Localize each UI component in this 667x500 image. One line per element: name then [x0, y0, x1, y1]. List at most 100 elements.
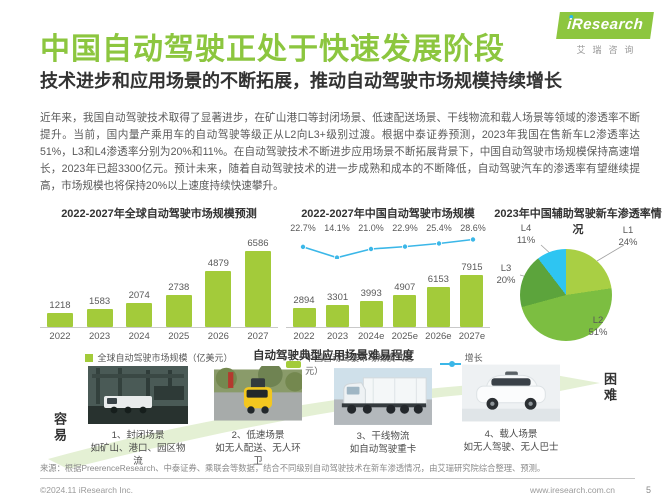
scenario-desc: 如矿山、港口、园区物流 [90, 443, 186, 467]
bar-column: 1218 [42, 300, 78, 327]
scenario-trunk-logistics: 3、干线物流 如自动驾驶重卡 [334, 368, 432, 456]
bar [359, 301, 383, 327]
global-chart-title: 2022-2027年全球自动驾驶市场规模预测 [61, 208, 257, 220]
legend-item-bar: 中国自动驾驶市场规模（亿元） [286, 351, 424, 377]
x-axis-label: 2024e [357, 331, 385, 342]
scenario-passenger: 4、载人场景 如无人驾驶、无人巴士 [462, 363, 560, 454]
bar-column: 1583 [82, 296, 118, 327]
scenario-low-speed: 2、低速场景 如无人配送、无人环卫 [214, 366, 302, 468]
bar-column: 3993 [355, 288, 387, 327]
scenario-title: 2、低速场景 [231, 430, 285, 441]
growth-rate-label: 21.0% [358, 223, 384, 233]
x-axis-label: 2022 [293, 331, 315, 342]
bar-column: 7915 [456, 262, 488, 327]
pie-label-value: 51% [588, 327, 608, 338]
pie-label: L1 24% [608, 225, 648, 249]
legend-item: 全球自动驾驶市场规模（亿美元） [85, 351, 233, 364]
scenario-image-robotaxi [462, 364, 560, 422]
bar [292, 308, 316, 327]
x-axis-label: 2023 [327, 331, 349, 342]
bar [126, 303, 153, 327]
scenario-image-truck [334, 368, 432, 425]
bar [244, 251, 271, 327]
pie-label-value: 24% [618, 237, 638, 248]
scenario-title: 3、干线物流 [356, 431, 410, 442]
bar [326, 305, 350, 327]
page-subtitle: 技术进步和应用场景的不断拓展，推动自动驾驶市场规模持续增长 [40, 71, 562, 91]
website-link[interactable]: www.iresearch.com.cn [529, 485, 615, 495]
pie-label-name: L4 [520, 223, 532, 234]
pie-graphic [520, 249, 612, 341]
global-legend: 全球自动驾驶市场规模（亿美元） [40, 351, 278, 364]
bar [393, 295, 417, 327]
global-categories: 2022 2023 2024 2025 2026 2027 [40, 328, 278, 342]
scenario-section: 容易 困难 1、封闭场景 如矿山、港口、园区物流 [0, 360, 667, 469]
bar-value-label: 2074 [128, 290, 150, 301]
bar-value-label: 7915 [461, 262, 483, 273]
x-axis-label: 2027e [458, 331, 486, 342]
x-axis-label: 2024 [128, 331, 150, 342]
iresearch-logo: iResearch 艾瑞咨询 [555, 12, 655, 56]
bar [426, 287, 450, 327]
logo-banner: iResearch [555, 12, 655, 39]
bar-value-label: 1218 [49, 300, 71, 311]
scenario-title: 1、封闭场景 [111, 430, 165, 441]
legend-label: 全球自动驾驶市场规模（亿美元） [97, 353, 233, 363]
source-note: 来源：根据PreerenceResearch、中泰证券、乘联会等数据，结合不同级… [40, 463, 546, 473]
pie-label: L2 51% [578, 315, 618, 339]
bar-value-label: 3993 [360, 288, 382, 299]
x-axis-label: 2027 [247, 331, 269, 342]
china-market-chart: 2022-2027年中国自动驾驶市场规模 22.7% 14.1% 21.0% 22.9… [286, 205, 490, 377]
legend-line-swatch-icon [439, 361, 461, 367]
bar [165, 295, 192, 327]
pie-label: L4 11% [506, 223, 546, 247]
scenario-image-port [88, 366, 188, 424]
hard-label: 困难 [602, 372, 617, 404]
global-market-chart: 2022-2027年全球自动驾驶市场规模预测 1218 1583 2074 2738 4… [40, 205, 278, 364]
body-paragraph: 近年来，我国自动驾驶技术取得了显著进步，在矿山港口等封闭场景、低速配送场景、干线… [40, 112, 640, 192]
scenario-title: 4、载人场景 [484, 429, 538, 440]
bar [47, 313, 73, 327]
growth-rate-label: 28.6% [460, 223, 486, 233]
easy-label: 容易 [52, 412, 67, 444]
cn-growth-line-wrap [286, 235, 490, 261]
bar-column: 6153 [422, 274, 454, 327]
x-axis-label: 2022 [49, 331, 71, 342]
x-axis-label: 2023 [89, 331, 111, 342]
legend-label: 中国自动驾驶市场规模（亿元） [305, 353, 414, 376]
scenario-image-delivery-robot [214, 366, 302, 421]
growth-rate-label: 22.9% [392, 223, 418, 233]
bar-column: 4879 [200, 258, 236, 327]
growth-line-chart [299, 236, 476, 261]
bar-column: 2738 [161, 282, 197, 327]
scenario-desc: 如无人配送、无人环卫 [215, 443, 301, 467]
growth-rate-label: 25.4% [426, 223, 452, 233]
bar-column: 6586 [240, 238, 276, 327]
bar-value-label: 4907 [394, 282, 416, 293]
scenario-desc: 如自动驾驶重卡 [349, 444, 417, 455]
scenario-desc: 如无人驾驶、无人巴士 [463, 442, 559, 453]
bar [205, 271, 232, 327]
logo-chinese-name: 艾瑞咨询 [576, 45, 641, 55]
cn-growth-labels: 22.7% 14.1% 21.0% 22.9% 25.4% 28.6% [286, 223, 490, 235]
bar-column: 4907 [389, 282, 421, 327]
growth-rate-label: 14.1% [324, 223, 350, 233]
pie-label-name: L1 [622, 225, 634, 236]
legend-swatch-icon [85, 353, 94, 362]
pie-label-value: 11% [516, 235, 536, 246]
pie-chart-title: 2023年中国辅助驾驶新车渗透率情况 [494, 208, 662, 236]
page-number: 5 [645, 485, 651, 495]
x-axis-label: 2026 [207, 331, 229, 342]
bar [86, 309, 113, 327]
bar-column: 2894 [288, 295, 320, 327]
x-axis-label: 2025 [168, 331, 190, 342]
global-bars: 1218 1583 2074 2738 4879 6586 [40, 223, 278, 328]
bar-value-label: 2894 [293, 295, 315, 306]
bar-value-label: 6153 [427, 274, 449, 285]
bar-value-label: 3301 [327, 292, 349, 303]
footer-divider [40, 478, 635, 479]
logo-brand-text: iResearch [566, 16, 644, 33]
pie-label: L3 20% [486, 263, 526, 287]
scenario-section-heading: 自动驾驶典型应用场景难易程度 [253, 350, 414, 362]
